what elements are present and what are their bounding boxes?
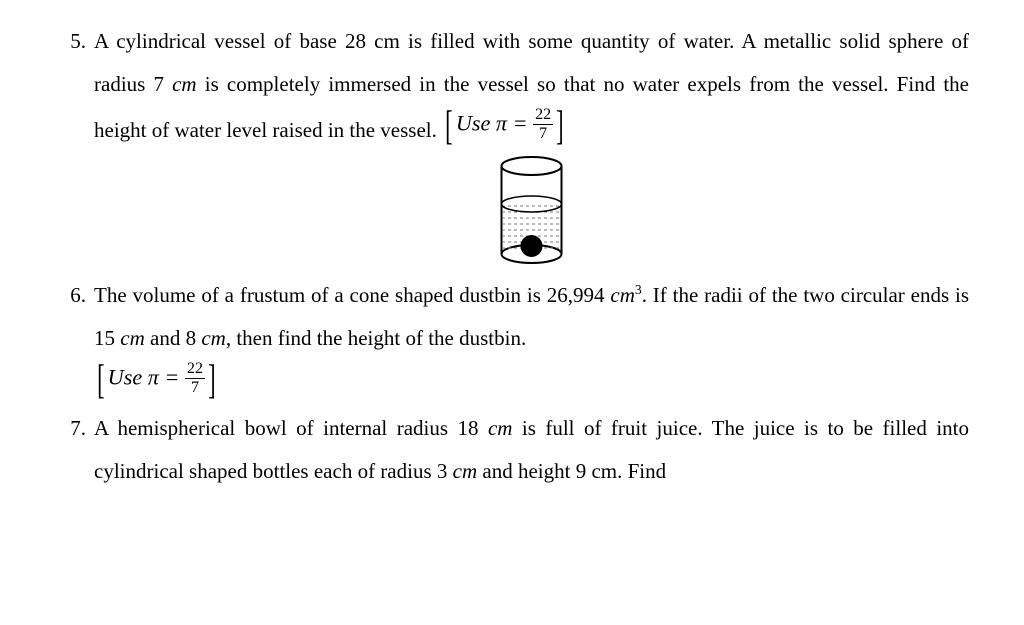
fraction-num: 22: [533, 107, 553, 125]
unit-cm: cm: [488, 416, 513, 440]
page: 5. A cylindrical vessel of base 28 cm is…: [0, 0, 1024, 625]
figure-wrap: [94, 154, 969, 270]
problem-body: The volume of a frustum of a cone shaped…: [94, 274, 969, 406]
problem-6: 6. The volume of a frustum of a cone sha…: [58, 274, 969, 406]
unit-cm: cm: [201, 326, 226, 350]
exponent: 3: [635, 282, 642, 297]
problem-number: 6.: [58, 274, 94, 317]
use-pi-bracket: [Use π = 227]: [442, 108, 567, 143]
text: The volume of a frustum of a cone shaped…: [94, 283, 610, 307]
text: , then find the height of the dustbin.: [226, 326, 526, 350]
problem-7: 7. A hemispherical bowl of internal radi…: [58, 407, 969, 493]
problem-number: 5.: [58, 20, 94, 63]
cylinder-sphere-icon: [489, 154, 574, 266]
use-pi-bracket: [Use π = 227]: [94, 362, 219, 397]
problem-body: A cylindrical vessel of base 28 cm is fi…: [94, 20, 969, 274]
fraction-22-7: 227: [185, 361, 205, 396]
unit-cm: cm: [172, 72, 197, 96]
text: A hemispherical bowl of internal radius …: [94, 416, 488, 440]
problem-number: 7.: [58, 407, 94, 450]
unit-cm: cm: [120, 326, 145, 350]
text: and height 9 cm. Find: [477, 459, 666, 483]
fraction-den: 7: [185, 379, 205, 396]
unit-cm: cm: [610, 283, 635, 307]
text: and 8: [145, 326, 202, 350]
problem-body: A hemispherical bowl of internal radius …: [94, 407, 969, 493]
problem-5: 5. A cylindrical vessel of base 28 cm is…: [58, 20, 969, 274]
use-pi-prefix: Use π =: [456, 111, 533, 136]
fraction-22-7: 227: [533, 107, 553, 142]
unit-cm: cm: [453, 459, 478, 483]
use-pi-prefix: Use π =: [108, 365, 185, 390]
fraction-num: 22: [185, 361, 205, 379]
fraction-den: 7: [533, 125, 553, 142]
